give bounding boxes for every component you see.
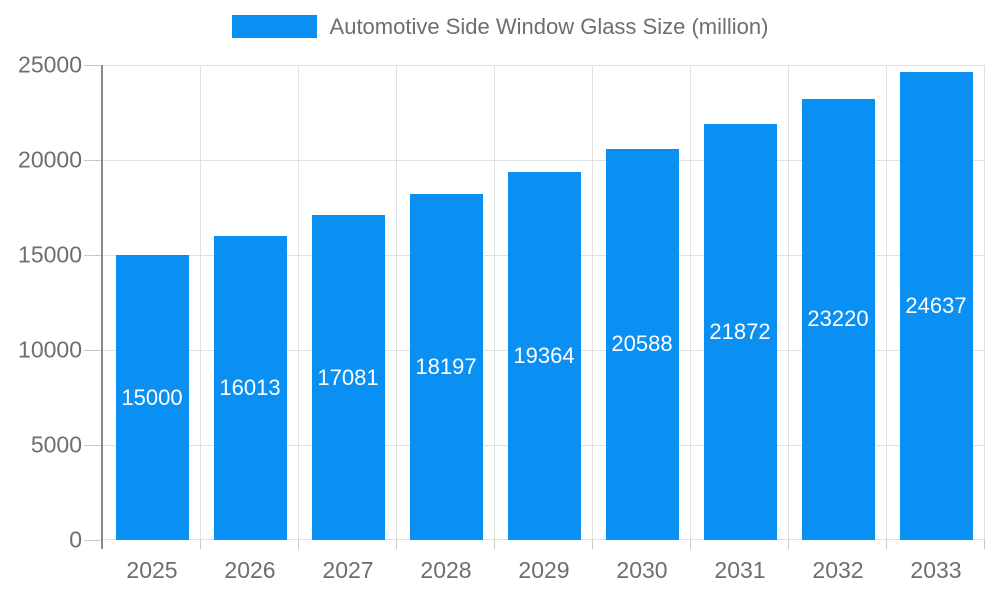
bar-value-label: 24637: [905, 292, 967, 318]
x-axis-label: 2030: [616, 557, 668, 583]
y-tick-mark: [84, 540, 103, 541]
y-tick-mark: [84, 445, 103, 446]
y-tick-label: 10000: [18, 336, 82, 363]
gridline-vertical: [690, 65, 691, 540]
gridline-vertical: [396, 65, 397, 540]
bar-value-label: 15000: [121, 384, 183, 410]
bar-value-label: 21872: [709, 319, 771, 345]
gridline-vertical: [886, 65, 887, 540]
chart-legend[interactable]: Automotive Side Window Glass Size (milli…: [0, 15, 1000, 38]
x-tick-mark: [690, 540, 691, 549]
y-tick-mark: [84, 255, 103, 256]
bar[interactable]: 24637: [899, 71, 973, 540]
x-axis-label: 2033: [910, 557, 962, 583]
x-tick-mark: [494, 540, 495, 549]
bar-value-label: 16013: [219, 374, 281, 400]
bar[interactable]: 16013: [213, 235, 287, 540]
y-tick-label: 5000: [30, 431, 82, 458]
y-tick-label: 15000: [18, 241, 82, 268]
bar-value-label: 19364: [513, 342, 575, 368]
gridline-vertical: [298, 65, 299, 540]
bar[interactable]: 17081: [311, 215, 385, 540]
gridline-vertical: [200, 65, 201, 540]
gridline-horizontal: [103, 160, 985, 161]
x-tick-mark: [200, 540, 201, 549]
y-axis-line: [101, 65, 103, 549]
bar-value-label: 20588: [611, 331, 673, 357]
bar[interactable]: 20588: [605, 148, 679, 540]
x-tick-mark: [984, 540, 985, 549]
y-tick-mark: [84, 65, 103, 66]
bar[interactable]: 19364: [507, 172, 581, 540]
bar[interactable]: 18197: [409, 194, 483, 540]
x-axis-label: 2025: [126, 557, 178, 583]
x-axis-label: 2031: [714, 557, 766, 583]
x-tick-mark: [886, 540, 887, 549]
bar-value-label: 23220: [807, 306, 869, 332]
y-tick-mark: [84, 160, 103, 161]
legend-swatch-icon: [231, 15, 317, 38]
legend-label: Automotive Side Window Glass Size (milli…: [329, 13, 769, 39]
x-axis-label: 2027: [322, 557, 374, 583]
x-axis-label: 2032: [812, 557, 864, 583]
x-tick-mark: [298, 540, 299, 549]
gridline-vertical: [592, 65, 593, 540]
x-axis-label: 2029: [518, 557, 570, 583]
plot-area: 15000 16013 17081 18197 19364 20588 21872 23220…: [103, 65, 985, 540]
gridline-horizontal: [103, 65, 985, 66]
bar-value-label: 18197: [415, 354, 477, 380]
bar[interactable]: 23220: [801, 98, 875, 540]
gridline-vertical: [788, 65, 789, 540]
gridline-vertical: [494, 65, 495, 540]
bar[interactable]: 21872: [703, 124, 777, 540]
x-tick-mark: [788, 540, 789, 549]
bar[interactable]: 15000: [115, 255, 189, 540]
x-tick-mark: [592, 540, 593, 549]
gridline-vertical: [984, 65, 985, 540]
y-tick-label: 20000: [18, 146, 82, 173]
x-tick-mark: [396, 540, 397, 549]
y-tick-mark: [84, 350, 103, 351]
bar-value-label: 17081: [317, 364, 379, 390]
x-axis-label: 2028: [420, 557, 472, 583]
y-tick-label: 25000: [18, 51, 82, 78]
y-tick-label: 0: [69, 526, 82, 553]
x-axis-label: 2026: [224, 557, 276, 583]
